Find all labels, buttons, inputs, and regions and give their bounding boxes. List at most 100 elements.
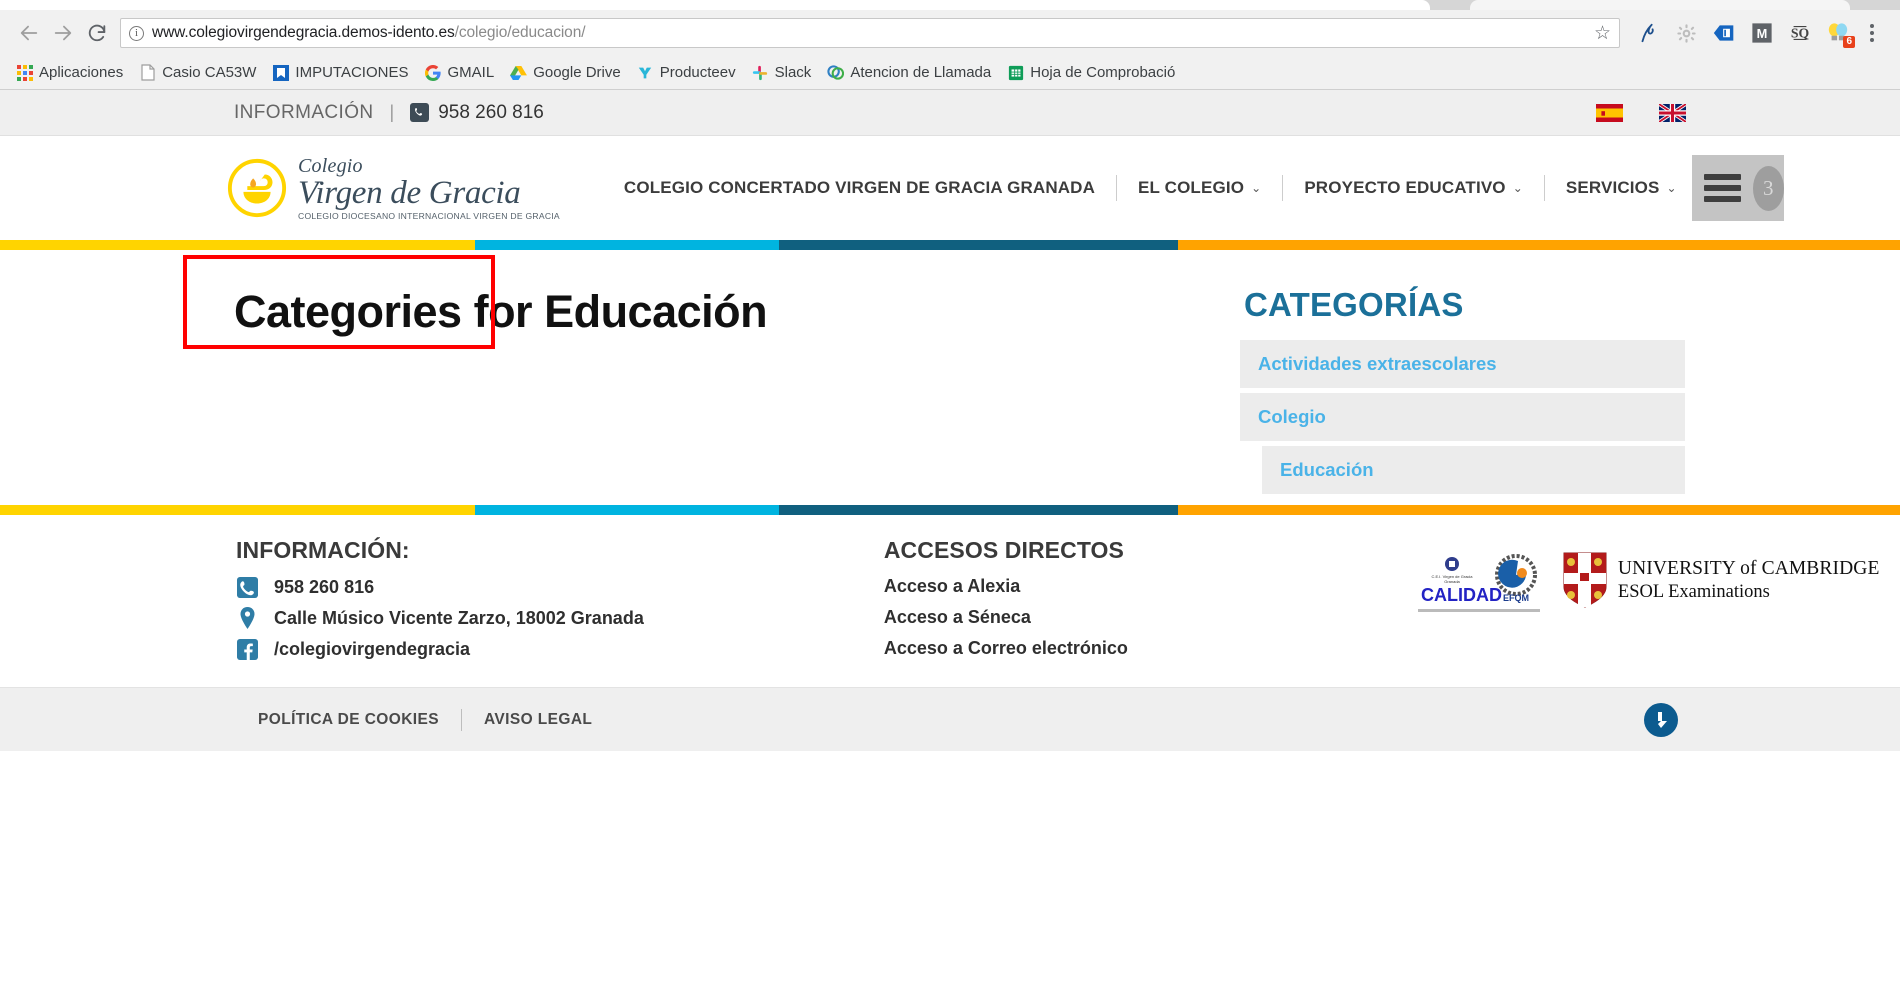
bookmark-aplicaciones[interactable]: Aplicaciones: [8, 61, 131, 84]
footer-address: Calle Músico Vicente Zarzo, 18002 Granad…: [274, 607, 644, 628]
hamburger-menu-icon[interactable]: [1703, 174, 1741, 202]
color-stripe-bottom: [0, 505, 1900, 515]
forward-arrow-icon[interactable]: [46, 16, 80, 50]
browser-toolbar: i www.colegiovirgendegracia.demos-idento…: [0, 10, 1900, 56]
google-sheets-icon: [1007, 64, 1024, 81]
footer-link-alexia[interactable]: Acceso a Alexia: [883, 576, 1021, 596]
bookmark-label: Atencion de Llamada: [850, 64, 992, 81]
reload-icon[interactable]: [80, 16, 114, 50]
m-extension-icon[interactable]: M: [1744, 16, 1780, 50]
map-pin-icon: [236, 607, 258, 629]
bookmark-google-drive[interactable]: Google Drive: [502, 61, 629, 84]
browser-chrome: i www.colegiovirgendegracia.demos-idento…: [0, 0, 1900, 90]
phone-icon: [236, 576, 258, 598]
bookmark-label: IMPUTACIONES: [295, 64, 409, 81]
idento-logo-icon[interactable]: [1644, 702, 1678, 737]
stripe-yellow: [0, 240, 475, 250]
bookmark-imputaciones[interactable]: IMPUTACIONES: [264, 61, 416, 84]
sidebar-heading: CATEGORÍAS: [1244, 286, 1464, 323]
sidebar-item-colegio[interactable]: Colegio: [1240, 393, 1685, 441]
svg-text:SQ: SQ: [1791, 26, 1810, 41]
topbar-phone[interactable]: 958 260 816: [410, 102, 544, 124]
nav-label: COLEGIO CONCERTADO VIRGEN DE GRACIA GRAN…: [623, 178, 1096, 197]
stripe-teal: [779, 505, 1178, 515]
footer-link-seneca[interactable]: Acceso a Séneca: [883, 607, 1031, 627]
blue-tag-extension-icon[interactable]: [1706, 16, 1742, 50]
google-g-icon: [425, 64, 442, 81]
bookmark-gmail[interactable]: GMAIL: [417, 61, 503, 84]
bookmarks-bar: Aplicaciones Casio CA53W IMPUTACIONES GM…: [0, 56, 1900, 90]
stripe-yellow: [0, 505, 475, 515]
calidad-efqm-logo: C.E.I. Virgen de Gracia Granada CALIDAD …: [1417, 551, 1540, 622]
flag-spain[interactable]: [1596, 103, 1623, 122]
nav-item-colegio-concertado[interactable]: COLEGIO CONCERTADO VIRGEN DE GRACIA GRAN…: [622, 178, 1097, 198]
cambridge-line-1: UNIVERSITY of CAMBRIDGE: [1617, 557, 1880, 579]
back-arrow-icon[interactable]: [12, 16, 46, 50]
address-bar[interactable]: i www.colegiovirgendegracia.demos-idento…: [120, 18, 1620, 48]
bookmark-label: Slack: [774, 64, 812, 81]
footer-facebook-row[interactable]: /colegiovirgendegracia: [236, 638, 644, 660]
nav-item-el-colegio[interactable]: EL COLEGIO ⌄: [1136, 178, 1263, 198]
menu-count-badge[interactable]: 3: [1752, 165, 1784, 211]
browser-tab-other[interactable]: [1470, 0, 1850, 10]
bookmark-casio[interactable]: Casio CA53W: [131, 61, 264, 84]
svg-text:EFQM: EFQM: [1503, 593, 1529, 603]
nav-divider: [1116, 175, 1118, 201]
category-label: Actividades extraescolares: [1258, 353, 1497, 374]
bookmark-star-icon[interactable]: ☆: [1593, 22, 1611, 44]
bottombar-link-cookies[interactable]: POLÍTICA DE COOKIES: [258, 710, 439, 728]
footer-link-correo[interactable]: Acceso a Correo electrónico: [883, 638, 1128, 658]
topbar-informacion-label[interactable]: INFORMACIÓN: [234, 101, 374, 123]
site-info-icon[interactable]: i: [129, 25, 144, 41]
imputaciones-icon: [272, 64, 289, 81]
nav-item-servicios[interactable]: SERVICIOS ⌄: [1564, 178, 1679, 198]
sidebar-item-actividades-extraescolares[interactable]: Actividades extraescolares: [1240, 340, 1685, 388]
bookmark-slack[interactable]: Slack: [744, 61, 820, 84]
lightbulbs-extension-icon[interactable]: 6: [1820, 16, 1856, 50]
main-content: Categories for Educación CATEGORÍAS Acti…: [0, 250, 1900, 505]
url-text: www.colegiovirgendegracia.demos-idento.e…: [152, 24, 586, 42]
color-stripe-top: [0, 240, 1900, 250]
footer-logos-column: C.E.I. Virgen de Gracia Granada CALIDAD …: [1417, 537, 1880, 687]
extensions-bar: M SQ 6: [1630, 16, 1888, 50]
producteev-icon: [637, 64, 654, 81]
site-logo[interactable]: Colegio Virgen de Gracia COLEGIO DIOCESA…: [226, 156, 560, 221]
footer-phone-number: 958 260 816: [274, 576, 375, 597]
bookmark-producteev[interactable]: Producteev: [629, 61, 744, 84]
lasso-extension-icon[interactable]: [1630, 16, 1666, 50]
nav-divider: [1543, 175, 1545, 201]
logo-text: Colegio Virgen de Gracia COLEGIO DIOCESA…: [298, 156, 560, 221]
facebook-icon: [236, 638, 258, 660]
flag-uk[interactable]: [1659, 103, 1686, 122]
topbar-phone-number: 958 260 816: [438, 101, 544, 123]
bookmark-label: Google Drive: [533, 64, 621, 81]
cambridge-text: UNIVERSITY of CAMBRIDGE ESOL Examination…: [1618, 558, 1880, 603]
sq-extension-icon[interactable]: SQ: [1782, 16, 1818, 50]
gear-extension-icon[interactable]: [1668, 16, 1704, 50]
nav-label: EL COLEGIO: [1138, 178, 1245, 197]
kebab-menu-icon[interactable]: [1858, 16, 1886, 50]
browser-tab-active[interactable]: [0, 0, 1430, 10]
site-header: Colegio Virgen de Gracia COLEGIO DIOCESA…: [0, 136, 1900, 240]
stripe-orange: [1178, 505, 1900, 515]
bookmark-label: Hoja de Comprobació: [1030, 64, 1176, 81]
footer-facebook-handle: /colegiovirgendegracia: [274, 638, 471, 659]
site-bottombar: POLÍTICA DE COOKIES AVISO LEGAL: [0, 687, 1900, 751]
nav-item-proyecto-educativo[interactable]: PROYECTO EDUCATIVO ⌄: [1302, 178, 1525, 198]
sidebar-item-educacion[interactable]: Educación: [1262, 446, 1685, 494]
footer-address-row[interactable]: Calle Músico Vicente Zarzo, 18002 Granad…: [236, 607, 644, 629]
site-footer: INFORMACIÓN: 958 260 816 Calle Músico Vi…: [0, 515, 1900, 687]
mobile-menu-area: 3: [1691, 155, 1784, 221]
chevron-down-icon: ⌄: [1666, 181, 1677, 195]
bookmark-hoja-comprobacion[interactable]: Hoja de Comprobació: [999, 61, 1183, 84]
bottombar-link-aviso-legal[interactable]: AVISO LEGAL: [483, 710, 593, 728]
bookmark-atencion-llamada[interactable]: Atencion de Llamada: [819, 61, 999, 84]
chevron-down-icon: ⌄: [1251, 181, 1262, 195]
stripe-orange: [1178, 240, 1900, 250]
categories-sidebar: CATEGORÍAS Actividades extraescolares Co…: [1240, 250, 1900, 499]
stripe-teal: [779, 240, 1178, 250]
footer-phone-row[interactable]: 958 260 816: [236, 576, 644, 598]
site-topbar: INFORMACIÓN | 958 260 816: [0, 90, 1900, 136]
web-page: INFORMACIÓN | 958 260 816: [0, 90, 1900, 967]
logo-line-3: COLEGIO DIOCESANO INTERNACIONAL VIRGEN D…: [298, 210, 560, 221]
